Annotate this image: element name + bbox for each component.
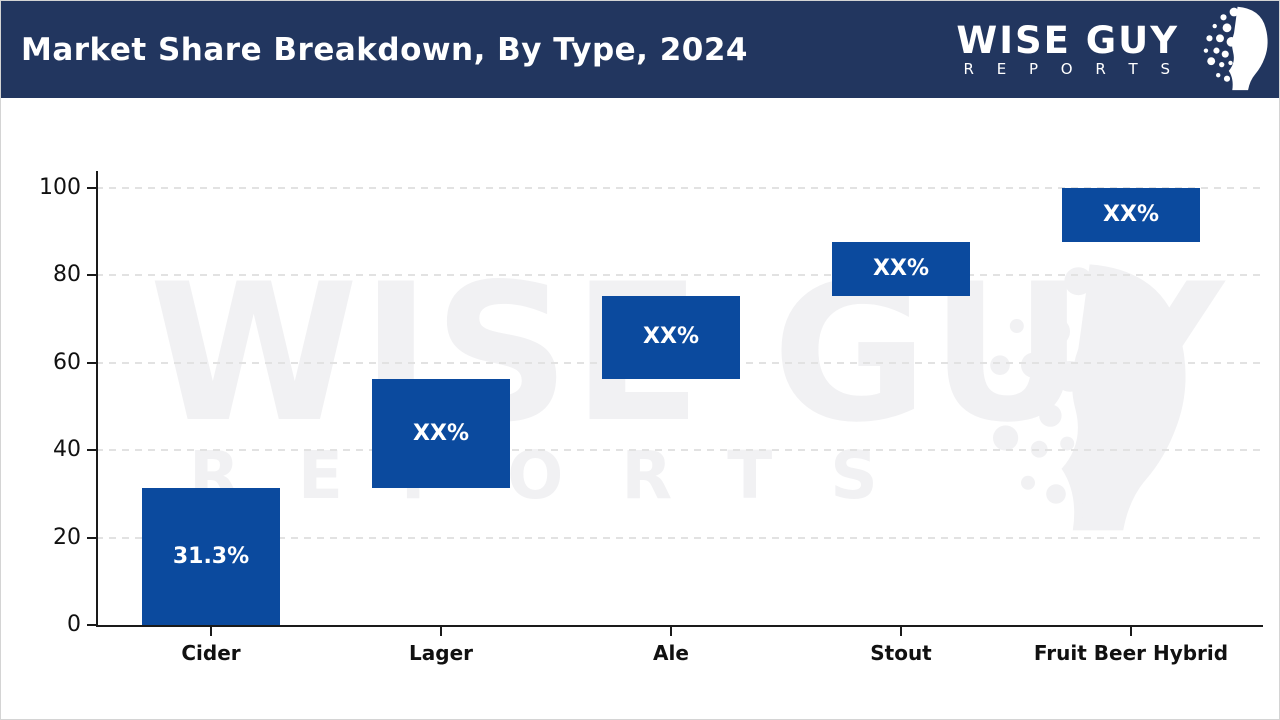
bar-ale: [602, 295, 740, 379]
logo-wordmark: WISE GUY: [956, 19, 1179, 62]
wise-guy-reports-logo: WISE GUY R E P O R T S: [956, 5, 1279, 95]
y-tick-0: [87, 624, 96, 626]
logo-text: WISE GUY R E P O R T S: [956, 22, 1179, 77]
gridline-100: [96, 187, 1263, 189]
x-tick-4: [1130, 627, 1132, 636]
x-tick-2: [670, 627, 672, 636]
y-tick-60: [87, 361, 96, 364]
x-axis-line: [96, 625, 1263, 627]
header-band: Market Share Breakdown, By Type, 2024 WI…: [1, 1, 1279, 98]
y-tick-label-20: 20: [53, 524, 81, 550]
dotted-head-profile-icon: [1183, 5, 1271, 95]
y-tick-40: [87, 449, 96, 452]
y-tick-label-40: 40: [53, 437, 81, 463]
bar-cider: [142, 488, 280, 625]
waterfall-chart: 0 20 40 60 80 100 31.3% Cider XX% Lager XX% Ale XX% S…: [1, 98, 1279, 719]
y-tick-label-100: 100: [39, 175, 81, 200]
y-tick-label-60: 60: [53, 349, 81, 375]
gridline-80: [96, 274, 1263, 277]
bar-value-label: XX%: [413, 420, 469, 446]
y-axis-line: [96, 171, 98, 627]
x-tick-1: [440, 627, 442, 636]
x-category-label: Fruit Beer Hybrid: [1033, 641, 1229, 665]
bar-value-label: XX%: [873, 255, 929, 281]
page-title: Market Share Breakdown, By Type, 2024: [21, 31, 749, 68]
bar-value-label: XX%: [1103, 201, 1159, 227]
gridline-40: [96, 449, 1263, 452]
y-tick-80: [87, 274, 96, 277]
x-category-label: Ale: [653, 641, 689, 665]
bar-stout: [832, 241, 970, 296]
y-tick-label-80: 80: [53, 262, 81, 288]
logo-subtext: R E P O R T S: [963, 60, 1179, 78]
x-category-label: Stout: [870, 641, 932, 665]
x-category-label: Lager: [409, 641, 473, 665]
x-tick-3: [900, 627, 902, 636]
y-tick-label-0: 0: [67, 612, 81, 637]
bar-value-label: XX%: [643, 324, 699, 350]
y-tick-100: [87, 187, 96, 189]
y-tick-20: [87, 536, 96, 539]
bar-lager: [372, 378, 510, 489]
bar-value-label: 31.3%: [172, 543, 250, 569]
x-tick-0: [210, 627, 212, 636]
bar-fruit-beer-hybrid: [1062, 188, 1200, 242]
x-category-label: Cider: [181, 641, 241, 665]
gridline-20: [96, 536, 1263, 539]
